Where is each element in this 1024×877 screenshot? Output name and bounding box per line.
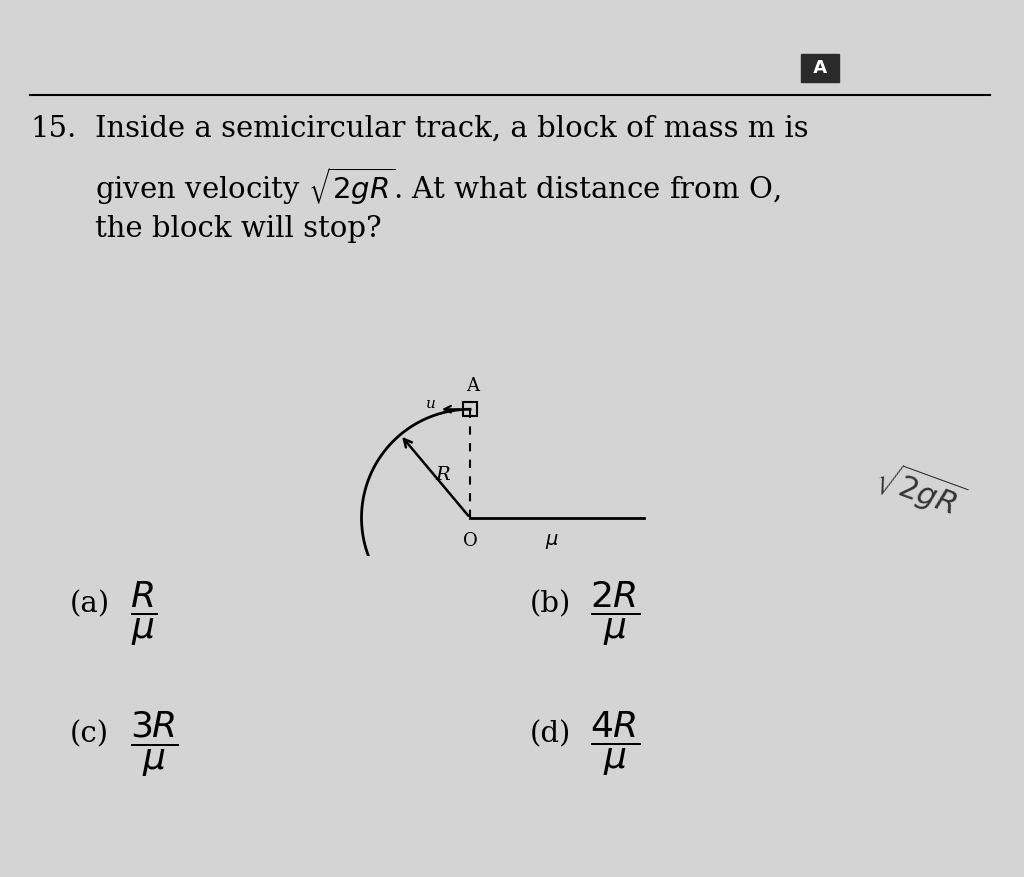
Text: O: O [463,532,477,550]
Text: $\mu$: $\mu$ [545,532,558,551]
Text: R: R [435,466,450,484]
Text: (c): (c) [70,720,109,748]
Text: (b): (b) [530,590,571,618]
Text: Inside a semicircular track, a block of mass m is: Inside a semicircular track, a block of … [95,115,809,143]
Text: $\sqrt{2gR}$: $\sqrt{2gR}$ [870,455,969,525]
Text: A: A [807,59,834,77]
Text: A: A [466,376,479,395]
Bar [463,403,477,417]
Text: $\dfrac{2R}{\mu}$: $\dfrac{2R}{\mu}$ [590,580,640,648]
Text: u: u [426,396,436,410]
Text: given velocity $\sqrt{2gR}$. At what distance from O,: given velocity $\sqrt{2gR}$. At what dis… [95,165,780,207]
Text: the block will stop?: the block will stop? [95,215,382,243]
Text: $\dfrac{4R}{\mu}$: $\dfrac{4R}{\mu}$ [590,710,640,778]
Text: 15.: 15. [30,115,76,143]
Text: (a): (a) [70,590,111,618]
Text: $\dfrac{3R}{\mu}$: $\dfrac{3R}{\mu}$ [130,710,179,780]
Text: $\dfrac{R}{\mu}$: $\dfrac{R}{\mu}$ [130,580,157,648]
Text: (d): (d) [530,720,571,748]
